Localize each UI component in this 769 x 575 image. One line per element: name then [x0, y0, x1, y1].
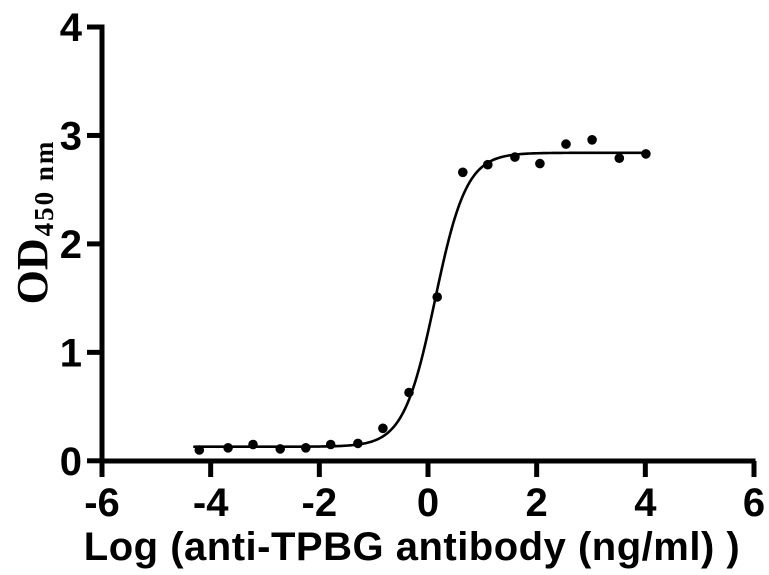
data-point — [483, 159, 493, 170]
data-point — [535, 158, 545, 169]
x-tick-label: -6 — [84, 481, 120, 525]
data-point — [561, 139, 571, 149]
x-tick-label: -4 — [193, 481, 229, 525]
x-tick-label: 2 — [526, 481, 548, 525]
data-point — [223, 443, 233, 453]
data-point — [614, 153, 625, 163]
data-point — [353, 438, 363, 449]
y-tick-label: 4 — [60, 6, 83, 50]
data-point — [275, 444, 286, 454]
y-tick-label: 0 — [60, 440, 82, 484]
fit-curve-line — [193, 151, 649, 448]
data-point — [325, 439, 336, 450]
x-tick-label: 6 — [743, 481, 765, 525]
data-point — [301, 443, 311, 453]
x-tick-label: 4 — [634, 481, 657, 525]
y-tick-label: 1 — [60, 331, 82, 375]
y-tick-label: 2 — [60, 223, 82, 267]
data-point — [641, 149, 651, 159]
x-axis-ticks: -6 -4 -2 0 2 4 6 — [84, 461, 765, 525]
data-point — [510, 152, 520, 162]
data-point — [404, 387, 414, 398]
y-axis-title-main: OD — [8, 238, 57, 304]
y-axis-title-subscript: 450 nm — [29, 140, 59, 237]
data-point — [587, 135, 597, 145]
data-point — [194, 445, 205, 455]
data-points — [194, 135, 651, 455]
x-tick-label: -2 — [302, 481, 338, 525]
x-tick-label: 0 — [417, 481, 439, 525]
y-tick-label: 3 — [60, 114, 82, 158]
data-point — [248, 439, 258, 450]
data-point — [432, 292, 443, 302]
y-axis-title: OD450 nm — [8, 140, 59, 305]
data-point — [378, 423, 388, 434]
y-axis-ticks: 0 1 2 3 4 — [60, 6, 100, 484]
data-point — [458, 167, 468, 178]
x-axis-title: Log (anti-TPBG antibody (ng/ml) ) — [84, 525, 740, 569]
